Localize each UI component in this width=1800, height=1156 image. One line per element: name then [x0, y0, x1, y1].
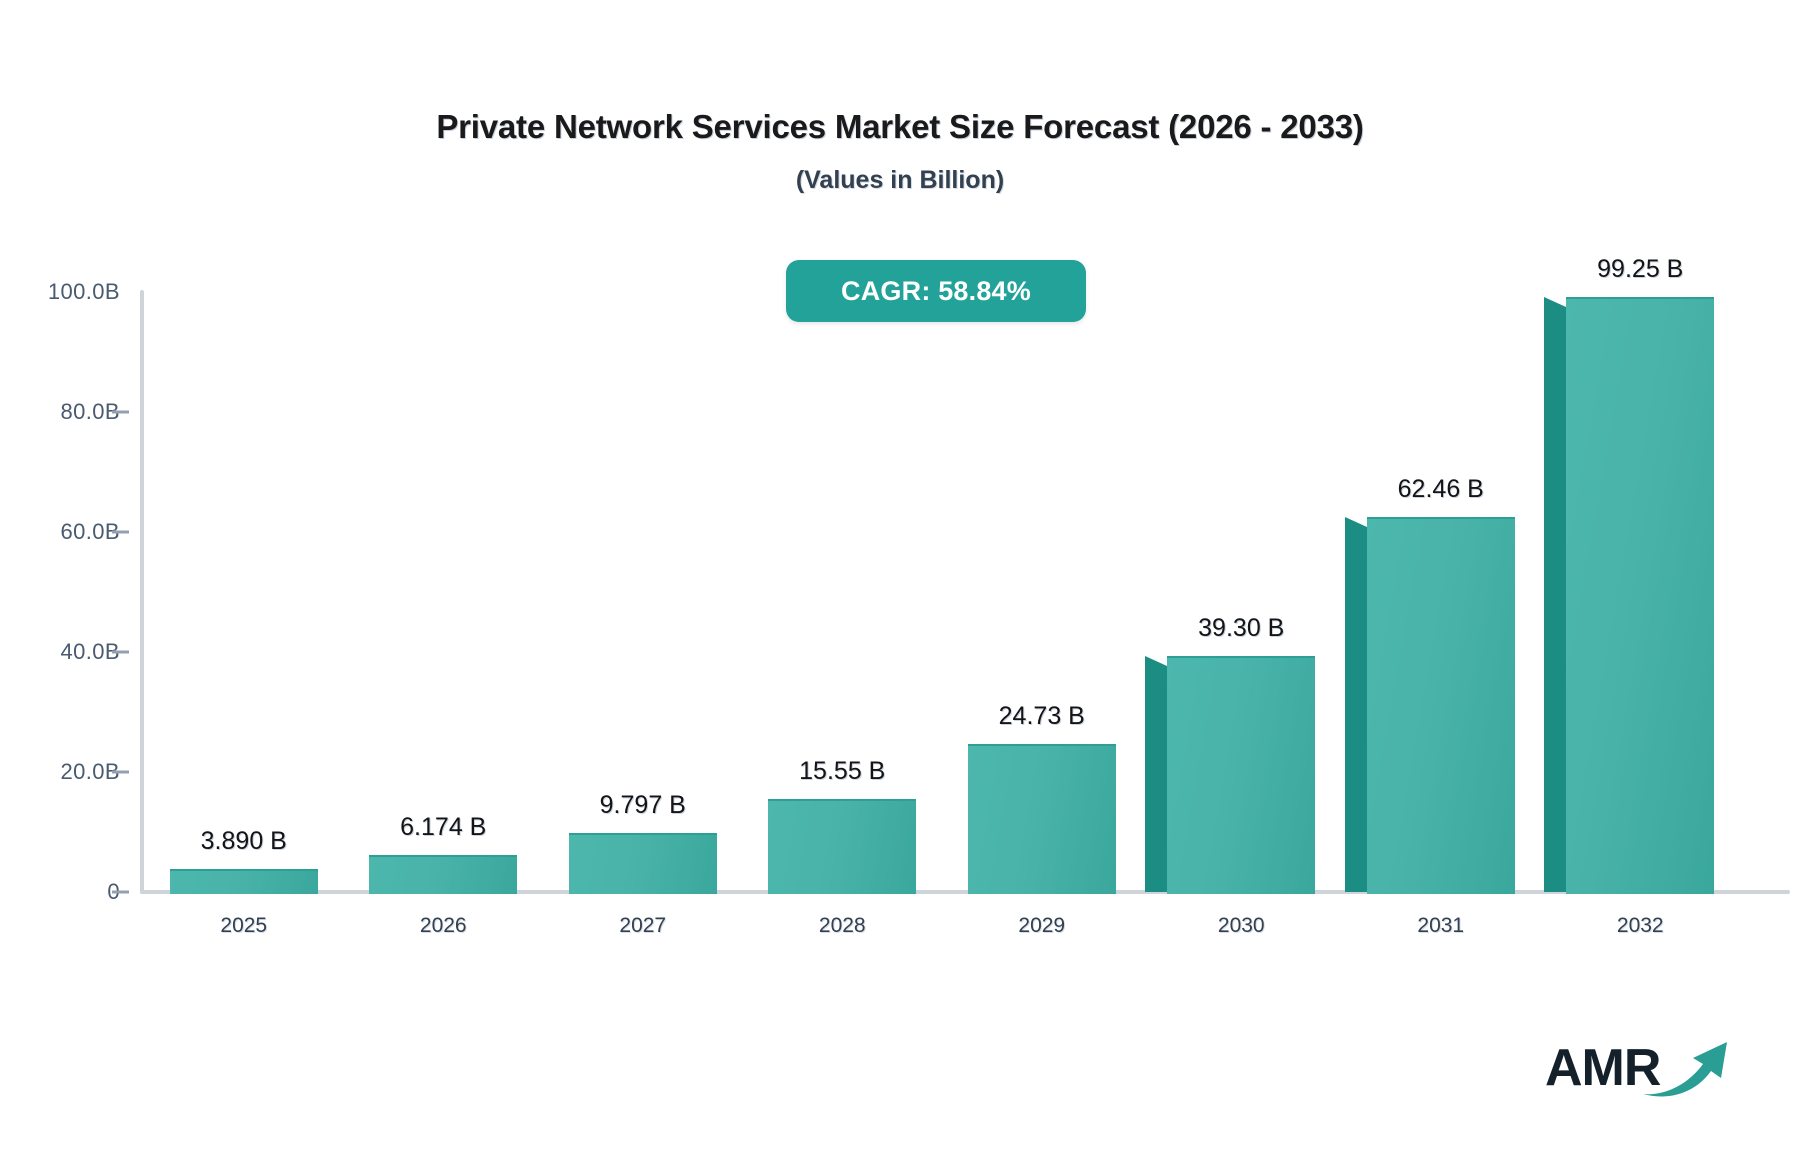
bar-side-face — [1544, 306, 1567, 892]
y-axis-tick-mark — [112, 650, 129, 654]
bar-top-bevel — [1145, 656, 1168, 667]
bar-front-face — [1167, 656, 1316, 894]
x-axis-tick-label: 2029 — [1018, 914, 1066, 937]
bar-side-face — [1344, 527, 1367, 892]
bar-value-label: 6.174 B — [400, 812, 487, 841]
bar-value-label: 39.30 B — [1198, 614, 1285, 643]
bar-top-bevel — [1544, 296, 1567, 307]
x-axis-tick-label: 2025 — [220, 914, 268, 937]
y-axis-labels: 0 20.0B 40.0B 60.0B 80.0B 100.0B — [0, 0, 120, 1156]
bar-value-label: 15.55 B — [799, 756, 886, 785]
y-axis-tick-mark — [112, 530, 129, 534]
bar-front-face — [768, 798, 917, 894]
cagr-badge-label: CAGR: 58.84% — [841, 275, 1031, 306]
bar-value-label: 9.797 B — [599, 791, 686, 820]
bar-value-label: 62.46 B — [1397, 475, 1484, 504]
y-axis-tick-label: 60.0B — [60, 519, 120, 544]
x-axis-tick-label: 2030 — [1217, 914, 1265, 937]
x-axis-tick-label: 2032 — [1616, 914, 1664, 937]
y-axis-line — [140, 290, 144, 894]
growth-arrow-icon — [1643, 1042, 1727, 1097]
x-axis-tick-label: 2027 — [619, 914, 667, 937]
chart-subtitle: (Values in Billion) — [795, 166, 1005, 194]
bar-value-label: 3.890 B — [200, 826, 287, 855]
y-axis-tick-mark — [112, 770, 129, 774]
bar-value-label: 99.25 B — [1597, 254, 1684, 283]
bar-front-face — [568, 833, 717, 894]
y-axis-tick-label: 80.0B — [60, 399, 120, 424]
y-axis-tick-label: 40.0B — [60, 639, 120, 664]
bar-side-face — [1145, 666, 1168, 892]
amr-logo: AMR — [1545, 1040, 1730, 1112]
bar-value-label: 24.73 B — [998, 701, 1085, 730]
y-axis-tick-label: 20.0B — [60, 759, 120, 784]
y-axis-tick-mark — [112, 890, 129, 894]
x-axis-line — [140, 890, 1790, 894]
chart-title: Private Network Services Market Size For… — [436, 108, 1364, 145]
bar-front-face — [1366, 517, 1515, 894]
y-axis-tick-label: 0 — [0, 879, 120, 905]
y-axis-tick-mark — [112, 410, 129, 414]
bar-top-bevel — [1344, 517, 1367, 528]
cagr-badge: CAGR: 58.84% — [786, 260, 1086, 322]
x-axis-tick-label: 2031 — [1417, 914, 1465, 937]
x-axis-tick-label: 2026 — [419, 914, 467, 937]
bar-front-face — [169, 868, 318, 894]
bar-front-face — [967, 743, 1116, 894]
bar-front-face — [369, 854, 518, 894]
y-axis-tick-label: 100.0B — [47, 279, 120, 304]
bar-front-face — [1566, 296, 1715, 894]
x-axis-tick-label: 2028 — [818, 914, 866, 937]
amr-logo-text: AMR — [1545, 1039, 1661, 1097]
